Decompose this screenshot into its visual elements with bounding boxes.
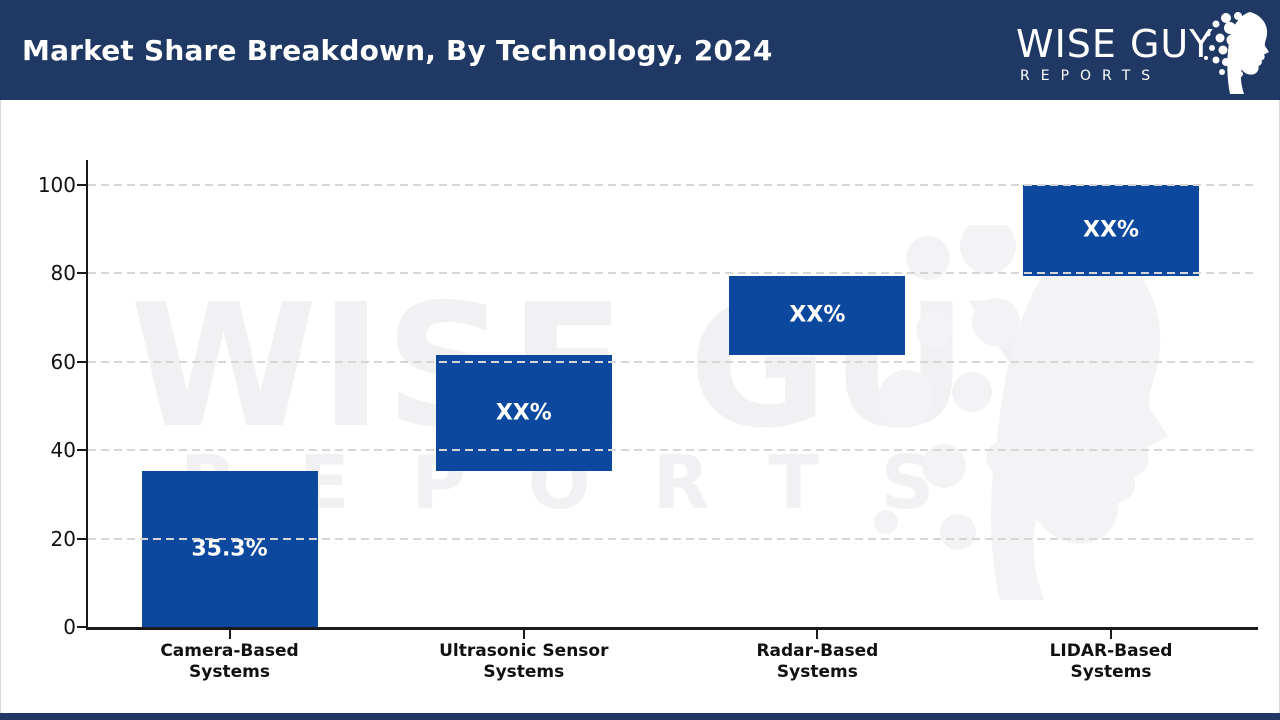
header-band: Market Share Breakdown, By Technology, 2… [0,0,1280,100]
logo-wiseguy-text: WISE GUY [1016,22,1214,66]
logo-reports-text: REPORTS [1020,68,1162,84]
y-tick-label: 100 [37,172,76,197]
y-tick-60 [77,360,86,363]
x-tick-4 [1110,630,1112,639]
logo-head-icon [1204,12,1269,94]
y-tick-80 [77,272,86,274]
gridline-40 [88,449,1258,451]
y-tick-0 [77,626,86,628]
bar-value-label: 35.3% [191,536,268,562]
y-tick-100 [77,183,86,186]
category-label-2: Ultrasonic Sensor Systems [439,641,609,682]
x-axis [86,627,1258,630]
y-tick-label: 80 [50,261,76,285]
category-label-4: LIDAR-Based Systems [1049,641,1173,682]
x-tick-1 [228,630,231,639]
wiseguy-logo: WISE GUY REPORTS [1016,6,1269,94]
y-tick-label: 60 [50,349,76,374]
bar-2: XX% [435,354,612,471]
y-tick-20 [77,537,86,540]
y-tick-label: 40 [50,438,76,462]
gridline-100 [88,183,1258,186]
page-left-border [0,100,1,720]
y-tick-label: 0 [63,615,76,639]
y-tick-label: 20 [50,526,76,551]
bar-3: XX% [729,276,906,355]
category-label-3: Radar-Based Systems [756,641,879,682]
x-tick-3 [816,630,819,639]
bar-4: XX% [1023,184,1199,277]
bar-value-label: XX% [789,302,846,328]
footer-band [0,713,1280,720]
gridline-60 [88,360,1258,363]
bar-value-label: XX% [495,400,552,426]
x-tick-2 [522,630,525,639]
gridline-80 [88,272,1258,274]
bar-value-label: XX% [1083,217,1139,243]
y-tick-40 [77,449,86,451]
category-label-1: Camera-Based Systems [160,641,299,682]
y-axis [86,160,88,630]
bar-1: 35.3% [141,470,318,627]
chart-title: Market Share Breakdown, By Technology, 2… [22,33,773,67]
gridline-20 [88,537,1258,540]
